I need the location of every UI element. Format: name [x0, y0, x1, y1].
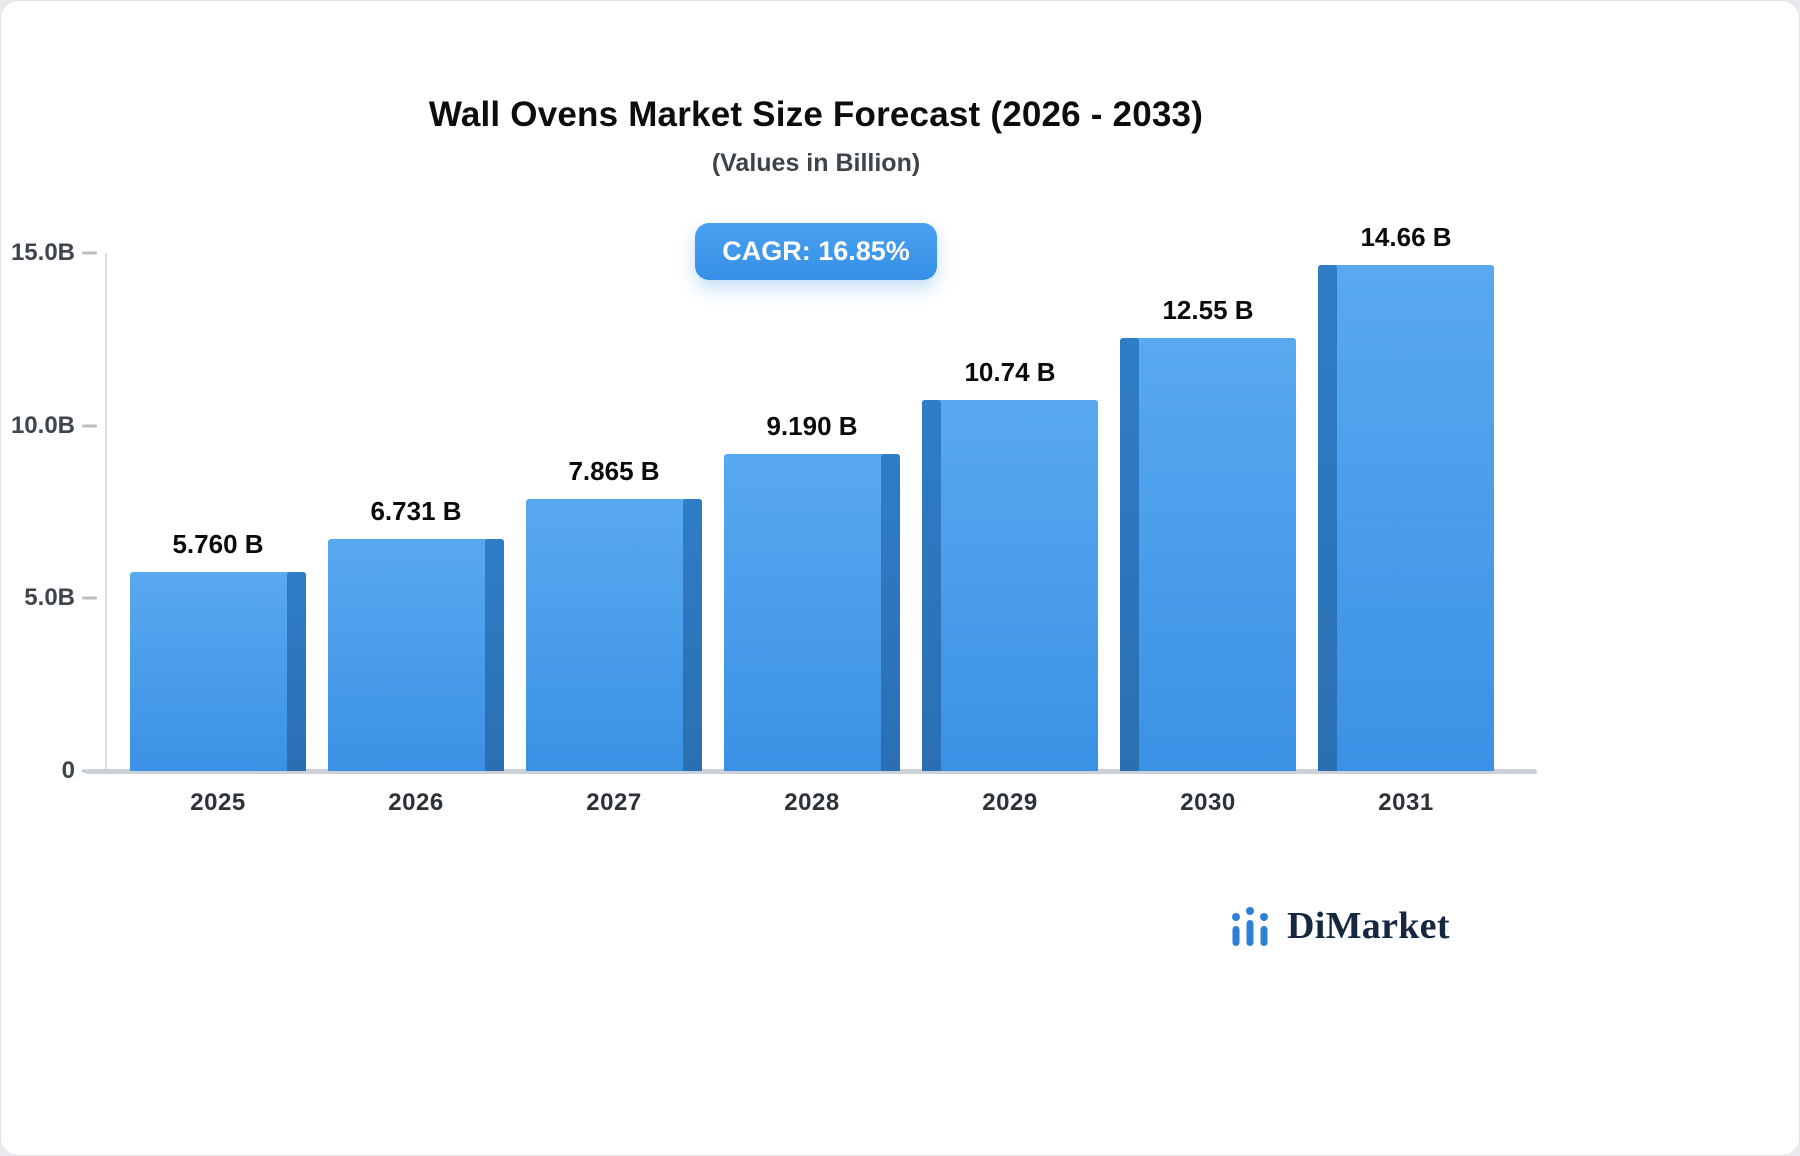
cagr-badge: CAGR: 16.85% — [695, 223, 937, 280]
x-axis-label: 2030 — [1180, 789, 1236, 816]
bar-slot: 5.760 B — [130, 253, 306, 771]
chart-subtitle: (Values in Billion) — [711, 149, 921, 177]
brand-logo: DiMarket — [1229, 904, 1450, 948]
bar-2031: 14.66 B — [1318, 222, 1494, 771]
bar-2030: 12.55 B — [1120, 295, 1296, 771]
chart-title: Wall Ovens Market Size Forecast (2026 - … — [428, 95, 1204, 134]
x-axis-baseline — [85, 769, 1537, 774]
bar-slot: 14.66 B — [1318, 222, 1494, 771]
bar-slot: 9.190 B — [724, 253, 900, 771]
x-axis-labels: 2025 2026 2027 2028 2029 2030 2031 — [106, 789, 1526, 817]
bar-value-label: 5.760 B — [172, 529, 264, 559]
bar-value-label: 9.190 B — [766, 411, 858, 441]
bar-2027: 7.865 B — [526, 456, 702, 771]
bar-2025: 5.760 B — [130, 529, 306, 771]
bar-3d-edge — [683, 499, 702, 771]
y-axis-label: 15.0B — [10, 239, 75, 266]
mini-bar-chart-icon — [1229, 904, 1275, 948]
y-axis-label: 10.0B — [10, 412, 75, 439]
bar-2029: 10.74 B — [922, 357, 1098, 771]
bar-3d-edge — [1120, 338, 1139, 771]
bar-slot: 12.55 B — [1120, 253, 1296, 771]
x-axis-label: 2028 — [784, 789, 840, 816]
bar-value-label: 10.74 B — [964, 357, 1056, 387]
bar-value-label: 14.66 B — [1360, 222, 1452, 252]
bars-row: 5.760 B 6.731 B 7.865 B 9.190 B 10.74 B 12.55… — [106, 222, 1526, 771]
y-axis-label: 0 — [61, 757, 75, 784]
bar-slot: 6.731 B — [328, 253, 504, 771]
x-axis-label: 2029 — [982, 789, 1038, 816]
bar-value-label: 12.55 B — [1162, 295, 1254, 325]
y-axis: 15.0B 10.0B 5.0B 0 — [1, 239, 103, 784]
y-axis-tick — [82, 424, 97, 428]
cagr-badge-wrap: CAGR: 16.85% — [106, 223, 1526, 280]
bar-slot: 7.865 B — [526, 253, 702, 771]
bar-3d-edge — [881, 454, 900, 771]
bar-3d-edge — [485, 539, 504, 771]
bar-slot: 10.74 B — [922, 253, 1098, 771]
bar-value-label: 7.865 B — [568, 456, 660, 486]
bar-2028: 9.190 B — [724, 411, 900, 771]
bar-3d-edge — [1318, 265, 1337, 771]
y-axis-label: 5.0B — [24, 584, 75, 611]
x-axis-label: 2026 — [388, 789, 444, 816]
y-axis-tick — [82, 251, 97, 255]
x-axis-label: 2027 — [586, 789, 642, 816]
bar-2026: 6.731 B — [328, 496, 504, 771]
x-axis-label: 2031 — [1378, 789, 1434, 816]
y-axis-line — [105, 253, 107, 773]
y-axis-tick — [82, 596, 97, 600]
bar-3d-edge — [287, 572, 306, 771]
bar-3d-edge — [922, 400, 941, 771]
bar-value-label: 6.731 B — [370, 496, 462, 526]
x-axis-label: 2025 — [190, 789, 246, 816]
brand-logo-text: DiMarket — [1287, 905, 1450, 947]
